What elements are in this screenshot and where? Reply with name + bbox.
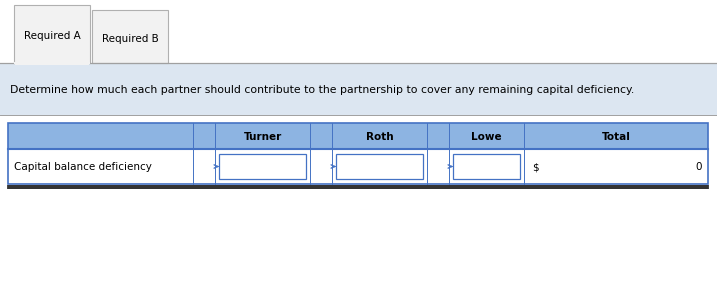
Bar: [8, 149, 708, 184]
Text: 0: 0: [695, 162, 702, 173]
Bar: [336, 154, 423, 179]
Bar: [8, 123, 708, 184]
Text: Required A: Required A: [24, 31, 80, 41]
Bar: [92, 10, 168, 63]
Bar: [8, 123, 708, 149]
Bar: [219, 154, 306, 179]
Text: Required B: Required B: [102, 33, 158, 44]
Text: Lowe: Lowe: [471, 132, 502, 142]
Bar: [15, 62, 89, 65]
Text: Capital balance deficiency: Capital balance deficiency: [14, 162, 152, 173]
Bar: [0, 63, 717, 115]
Text: $: $: [532, 162, 538, 173]
Bar: [14, 5, 90, 63]
Text: Turner: Turner: [243, 132, 282, 142]
Text: Roth: Roth: [366, 132, 394, 142]
Bar: [453, 154, 520, 179]
Text: Determine how much each partner should contribute to the partnership to cover an: Determine how much each partner should c…: [10, 85, 635, 95]
Text: Total: Total: [602, 132, 630, 142]
